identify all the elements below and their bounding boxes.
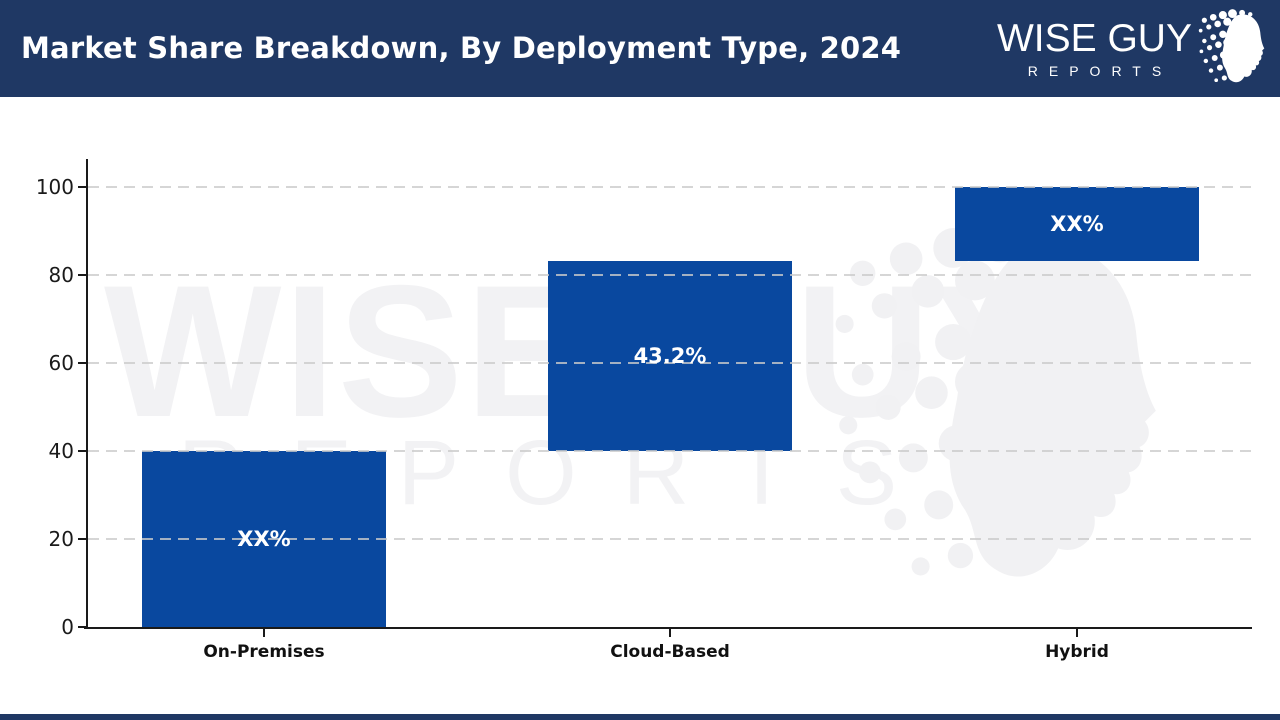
bar-hybrid [955,187,1199,261]
x-axis-line [84,627,1252,629]
y-tick-label-40: 40 [48,439,74,463]
logo-wordmark: WISE GUY [996,17,1192,60]
y-tick-mark-80 [78,274,86,276]
chart-plot-area: WISE GUY REPORTS 0 20 40 60 80 100 XX% On-Premi… [0,97,1280,714]
y-tick-mark-40 [78,450,86,452]
gridline-20 [88,538,1252,540]
logo-head-icon [1198,9,1265,83]
logo-subtitle: REPORTS [1027,63,1173,79]
gridline-80 [88,274,1252,276]
watermark-head-icon [835,219,1156,577]
x-tick-mark-hybrid [1076,629,1078,637]
chart-title: Market Share Breakdown, By Deployment Ty… [21,31,902,65]
y-tick-label-20: 20 [48,527,74,551]
gridline-40 [88,450,1252,452]
y-tick-label-100: 100 [35,175,74,199]
x-category-label-on-premises: On-Premises [203,642,325,662]
y-tick-mark-20 [78,538,86,540]
header-banner: Market Share Breakdown, By Deployment Ty… [0,0,1280,97]
y-tick-mark-100 [78,186,86,188]
y-tick-label-80: 80 [48,263,74,287]
footer-bar [0,714,1280,720]
gridline-60 [88,362,1252,364]
y-tick-label-0: 0 [61,615,74,639]
gridline-100 [88,186,1252,188]
y-tick-mark-0 [78,626,86,628]
bar-value-hybrid: XX% [1050,211,1104,236]
bar-value-on-premises: XX% [237,527,291,551]
y-axis-line [86,159,88,629]
x-tick-mark-cloud-based [669,629,671,637]
bar-value-cloud-based: 43.2% [633,343,707,368]
x-tick-mark-on-premises [263,629,265,637]
y-tick-label-60: 60 [48,351,74,375]
bar-cloud-based [548,260,792,451]
logo-text: WISE GUY REPORTS [997,17,1192,79]
wise-guy-logo: WISE GUY REPORTS [997,9,1268,87]
y-tick-mark-60 [78,362,86,364]
x-category-label-cloud-based: Cloud-Based [610,642,730,662]
x-category-label-hybrid: Hybrid [1045,642,1109,662]
